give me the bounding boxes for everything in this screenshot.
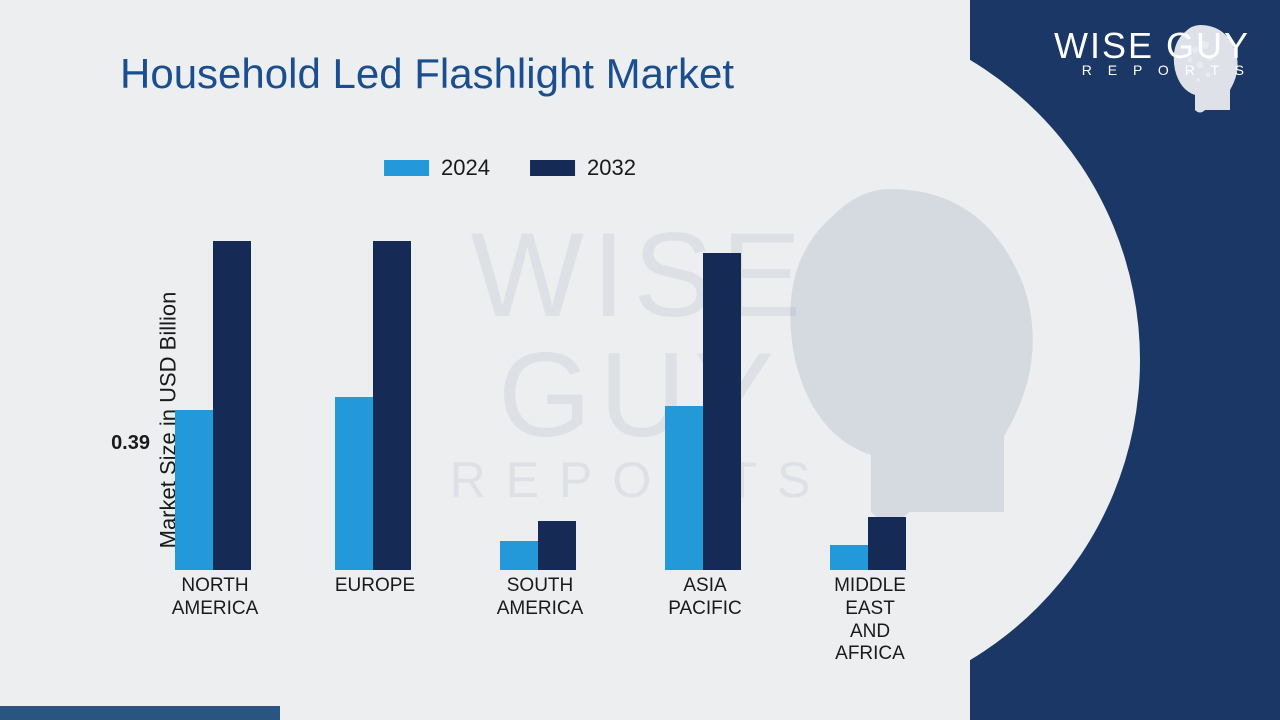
legend-swatch-2032 (530, 160, 575, 176)
bar (830, 545, 868, 570)
legend: 2024 2032 (384, 155, 636, 181)
legend-item-2032: 2032 (530, 155, 636, 181)
bar (703, 253, 741, 570)
bar (500, 541, 538, 570)
x-label: MIDDLEEASTANDAFRICA (815, 575, 925, 666)
data-label: 0.39 (111, 432, 150, 455)
legend-item-2024: 2024 (384, 155, 490, 181)
bar-group (665, 200, 745, 570)
bottom-accent-bar (0, 706, 280, 720)
legend-swatch-2024 (384, 160, 429, 176)
x-label: ASIAPACIFIC (650, 575, 760, 621)
logo-head-icon (1150, 20, 1250, 120)
bar-group (830, 200, 910, 570)
chart-area: Market Size in USD Billion 2024 2032 0.3… (90, 155, 930, 685)
bar-group (175, 200, 255, 570)
logo: WISE GUY R E P O R T S (1054, 25, 1250, 78)
bar (175, 410, 213, 570)
plot-area: 0.39 (110, 200, 910, 570)
bar-group (500, 200, 580, 570)
x-label: EUROPE (320, 575, 430, 598)
bar-group (335, 200, 415, 570)
x-label: NORTHAMERICA (160, 575, 270, 621)
bar (665, 406, 703, 570)
bar (868, 517, 906, 570)
bar (335, 397, 373, 570)
legend-label-2032: 2032 (587, 155, 636, 181)
bar (538, 521, 576, 570)
bar (373, 241, 411, 570)
bar (213, 241, 251, 570)
chart-title: Household Led Flashlight Market (120, 50, 734, 98)
x-label: SOUTHAMERICA (485, 575, 595, 621)
legend-label-2024: 2024 (441, 155, 490, 181)
